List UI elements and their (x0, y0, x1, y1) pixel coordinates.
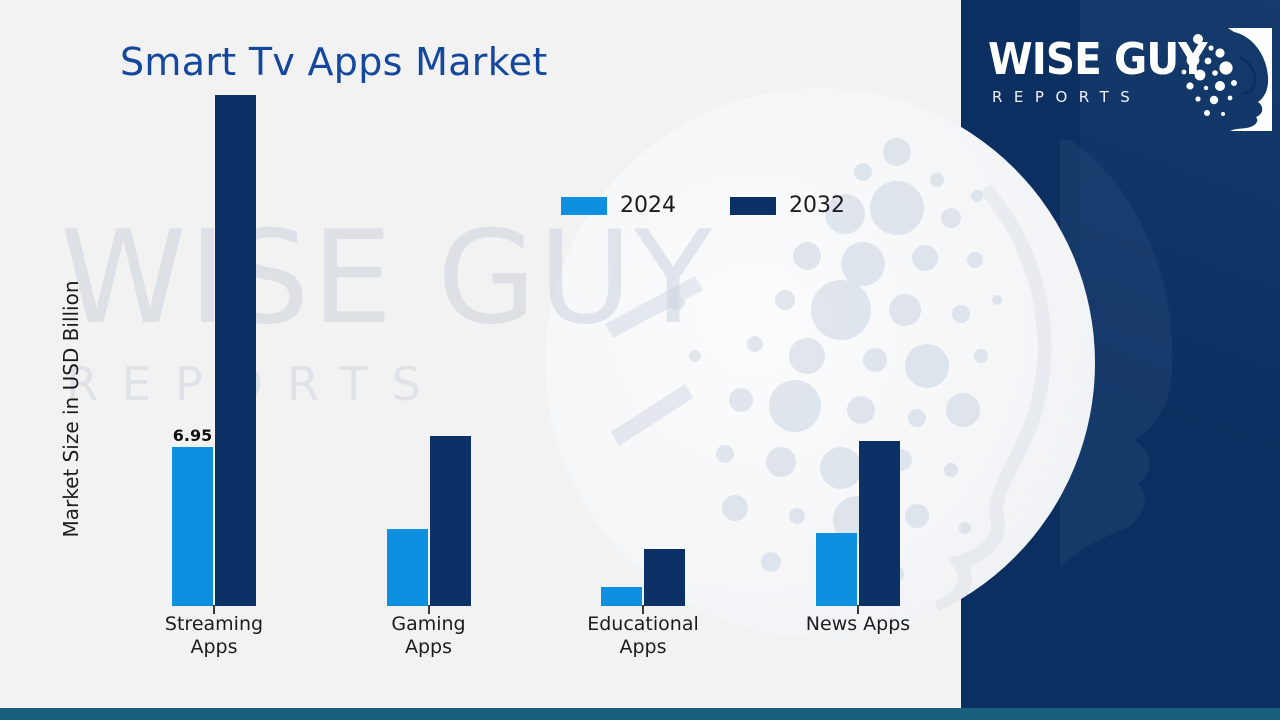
footer-accent-strip (0, 708, 1280, 720)
bar-2032-educational-apps[interactable] (644, 549, 685, 606)
chart-legend: 2024 2032 (561, 193, 845, 218)
legend-label-2032: 2032 (789, 193, 845, 218)
bar-2032-streaming-apps[interactable] (215, 95, 256, 606)
x-axis-label-streaming-apps: Streaming Apps (164, 613, 264, 659)
x-axis-tick-gaming-apps (427, 605, 430, 614)
bar-2024-gaming-apps[interactable] (386, 529, 428, 606)
x-axis-label-news-apps: News Apps (805, 613, 911, 635)
bar-2032-news-apps[interactable] (859, 441, 900, 606)
right-brand-panel (961, 0, 1280, 708)
bar-2024-news-apps[interactable] (816, 533, 857, 606)
legend-swatch-2024 (561, 196, 607, 215)
bar-2024-streaming-apps[interactable] (172, 447, 213, 606)
bar-2024-educational-apps[interactable] (601, 587, 642, 606)
chart-title: Smart Tv Apps Market (120, 40, 548, 84)
x-axis-tick-educational-apps (642, 605, 644, 614)
head-silhouette-icon (1060, 140, 1173, 570)
x-axis-tick-news-apps (857, 605, 859, 614)
bar-value-label-streaming-apps: 6.95 (172, 426, 213, 445)
legend-label-2024: 2024 (620, 193, 676, 218)
legend-swatch-2032 (730, 196, 776, 215)
logo-wordmark: WISE GUY (988, 34, 1208, 85)
legend-item-2024[interactable]: 2024 (561, 193, 676, 218)
logo-tagline: REPORTS (992, 88, 1142, 106)
bar-2032-gaming-apps[interactable] (429, 436, 471, 606)
x-axis-tick-streaming-apps (213, 605, 215, 614)
legend-item-2032[interactable]: 2032 (730, 193, 845, 218)
bar-chart-plot-area: 6.95 Streaming Apps Gaming Apps Educational Ap… (164, 95, 911, 659)
wiseguy-logo[interactable]: WISE GUY REPORTS (980, 28, 1272, 131)
panel-gradient-overlay (1080, 0, 1280, 708)
x-axis-label-gaming-apps: Gaming Apps (391, 613, 466, 659)
logo-head-icon (1181, 28, 1272, 131)
x-axis-label-educational-apps: Educational Apps (587, 613, 699, 659)
